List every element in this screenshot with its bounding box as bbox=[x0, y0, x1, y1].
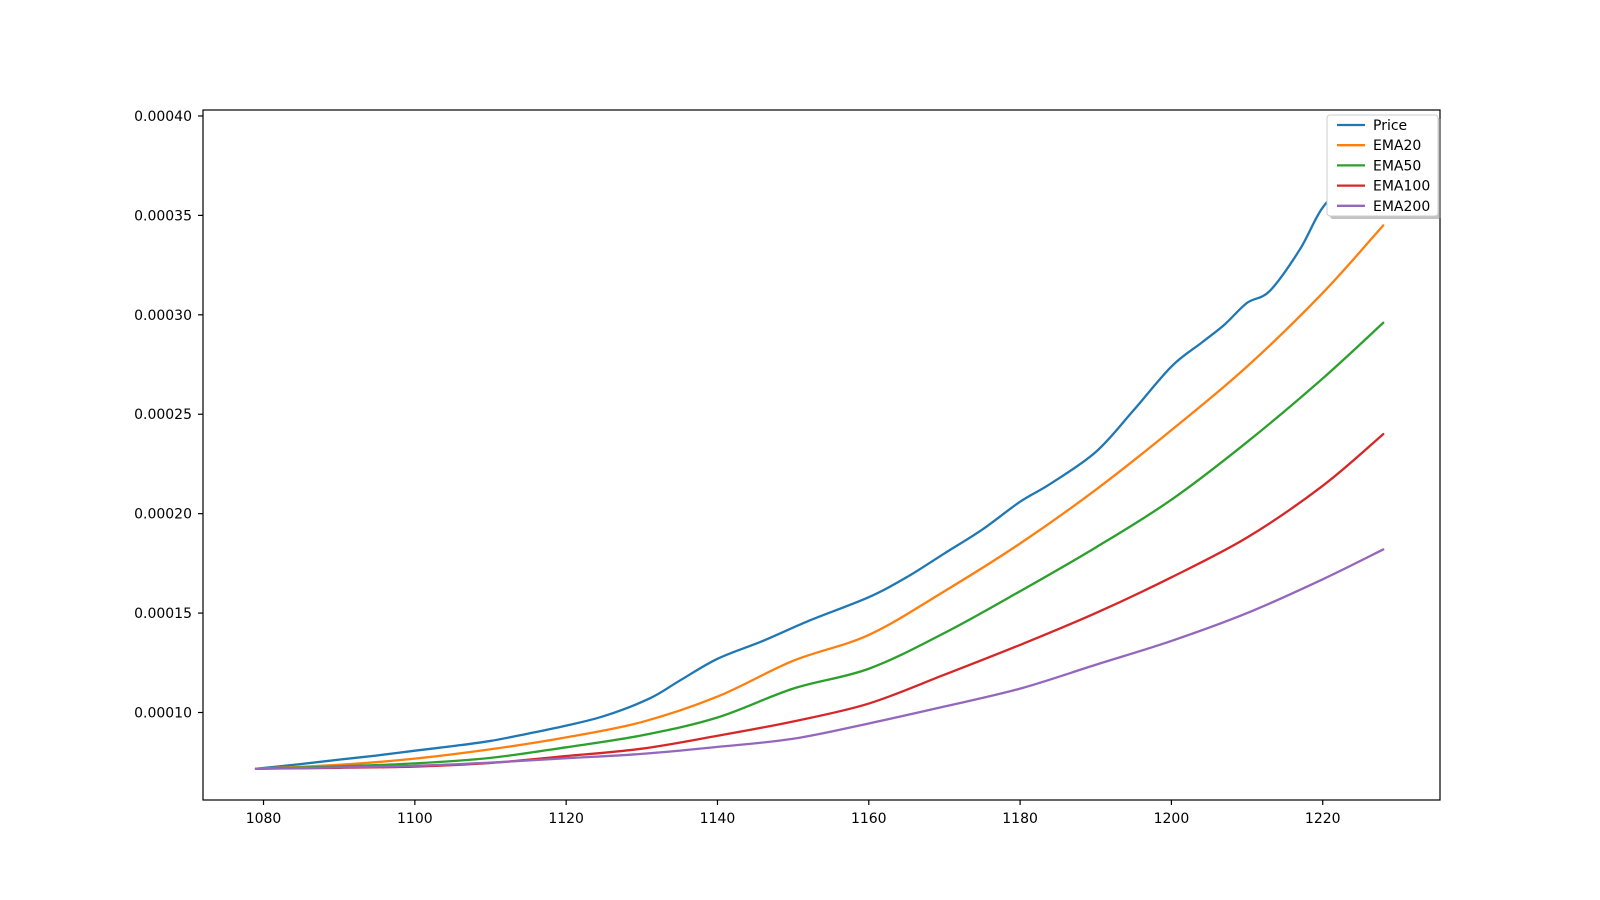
series-line-price bbox=[254, 138, 1385, 770]
y-tick-label: 0.00010 bbox=[134, 706, 192, 722]
y-tick-label: 0.00030 bbox=[134, 308, 192, 324]
y-tick-label: 0.00035 bbox=[134, 208, 192, 224]
x-tick-label: 1200 bbox=[1154, 811, 1190, 827]
legend-entry-price: Price bbox=[1337, 118, 1407, 134]
legend: Price EMA20 EMA50 EMA100 EMA200 bbox=[1326, 114, 1441, 219]
legend-entry-ema50: EMA50 bbox=[1337, 158, 1421, 174]
legend-label: EMA200 bbox=[1373, 199, 1430, 215]
x-tick-label: 1140 bbox=[700, 811, 736, 827]
legend-box bbox=[1326, 114, 1439, 217]
legend-entry-ema200: EMA200 bbox=[1337, 199, 1430, 215]
y-tick-label: 0.00040 bbox=[134, 109, 192, 125]
legend-label: EMA50 bbox=[1373, 158, 1421, 174]
x-tick-label: 1160 bbox=[851, 811, 887, 827]
axes-spines bbox=[202, 109, 1441, 801]
legend-label: EMA20 bbox=[1373, 138, 1421, 154]
x-tick-label: 1080 bbox=[246, 811, 282, 827]
legend-entry-ema20: EMA20 bbox=[1337, 138, 1421, 154]
series-line-ema20 bbox=[254, 224, 1385, 770]
x-tick-label: 1220 bbox=[1305, 811, 1341, 827]
y-tick-label: 0.00025 bbox=[134, 407, 192, 423]
series-line-ema200 bbox=[254, 548, 1385, 770]
legend-entry-ema100: EMA100 bbox=[1337, 179, 1430, 195]
legend-label: Price bbox=[1373, 118, 1407, 134]
series-line-ema50 bbox=[254, 321, 1385, 770]
y-tick-label: 0.00015 bbox=[134, 606, 192, 622]
y-tick-label: 0.00020 bbox=[134, 507, 192, 523]
x-tick-label: 1100 bbox=[397, 811, 433, 827]
legend-label: EMA100 bbox=[1373, 179, 1430, 195]
x-tick-label: 1120 bbox=[548, 811, 584, 827]
x-tick-label: 1180 bbox=[1002, 811, 1038, 827]
